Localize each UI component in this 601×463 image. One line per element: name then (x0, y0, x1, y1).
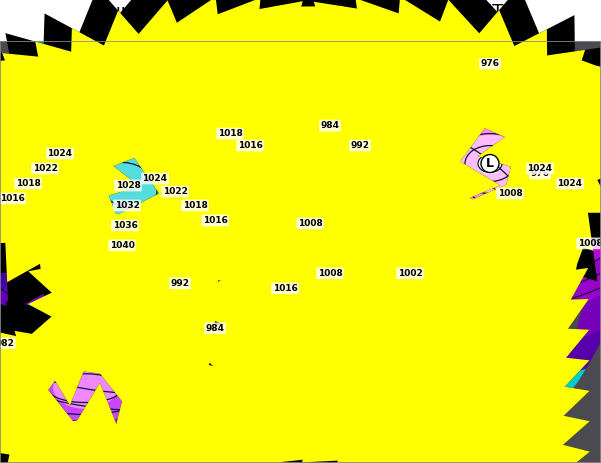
Ellipse shape (37, 356, 73, 381)
Ellipse shape (478, 154, 502, 174)
Ellipse shape (370, 64, 601, 263)
Text: 1022: 1022 (162, 187, 188, 196)
Polygon shape (200, 136, 272, 189)
Ellipse shape (250, 0, 601, 363)
Text: 992: 992 (171, 279, 189, 288)
Text: 1024: 1024 (142, 174, 168, 183)
Ellipse shape (0, 332, 172, 444)
Text: 984: 984 (320, 121, 340, 130)
Text: 1008: 1008 (578, 239, 601, 248)
Polygon shape (315, 248, 332, 265)
Text: 1008: 1008 (317, 269, 343, 278)
Text: L: L (486, 157, 494, 170)
Text: 1008: 1008 (297, 219, 322, 228)
Ellipse shape (53, 368, 116, 408)
Text: 1016: 1016 (237, 141, 263, 150)
Polygon shape (575, 154, 601, 224)
Text: 1008: 1008 (498, 189, 522, 198)
Ellipse shape (430, 113, 550, 213)
Polygon shape (460, 303, 580, 463)
Text: 984: 984 (206, 324, 225, 333)
Polygon shape (25, 225, 80, 269)
Polygon shape (0, 41, 95, 188)
Polygon shape (490, 41, 601, 179)
Text: 1036: 1036 (112, 221, 138, 230)
Polygon shape (295, 238, 318, 257)
Ellipse shape (400, 88, 580, 238)
Ellipse shape (481, 156, 499, 170)
Text: 1018: 1018 (183, 201, 207, 210)
Ellipse shape (456, 136, 523, 192)
Text: 976: 976 (481, 59, 499, 68)
Text: 982: 982 (0, 339, 14, 348)
Polygon shape (490, 343, 601, 463)
Ellipse shape (29, 352, 141, 424)
Ellipse shape (298, 4, 601, 323)
Text: 1002: 1002 (398, 269, 423, 278)
Text: 1016: 1016 (203, 216, 227, 225)
Ellipse shape (0, 308, 210, 463)
Text: 976: 976 (531, 169, 549, 178)
Ellipse shape (250, 238, 370, 318)
Text: 1024: 1024 (528, 164, 552, 173)
Polygon shape (342, 285, 364, 305)
Ellipse shape (180, 174, 440, 393)
Text: 1018: 1018 (16, 179, 40, 188)
Ellipse shape (0, 276, 260, 463)
Text: Mean Sea Level Pressure Isobars: Mean Sea Level Pressure Isobars (187, 26, 414, 40)
Text: 1016: 1016 (273, 284, 297, 293)
Ellipse shape (334, 34, 601, 293)
Text: 1024: 1024 (47, 149, 73, 158)
Ellipse shape (226, 0, 601, 383)
Ellipse shape (65, 129, 195, 238)
Text: 1016: 1016 (0, 194, 25, 203)
Polygon shape (248, 225, 268, 245)
Polygon shape (0, 119, 20, 174)
Ellipse shape (0, 14, 290, 353)
Text: Surface Wind on Sunday 23 Mar at 9am GMT: Surface Wind on Sunday 23 Mar at 9am GMT (98, 3, 503, 21)
Ellipse shape (262, 0, 601, 353)
Ellipse shape (0, 244, 310, 463)
Text: 1040: 1040 (109, 241, 135, 250)
Text: 1024: 1024 (558, 179, 582, 188)
Text: 1018: 1018 (218, 129, 242, 138)
Text: 1032: 1032 (115, 201, 139, 210)
Text: 992: 992 (350, 141, 370, 150)
Text: 1028: 1028 (115, 181, 141, 190)
Text: 1022: 1022 (32, 164, 58, 173)
